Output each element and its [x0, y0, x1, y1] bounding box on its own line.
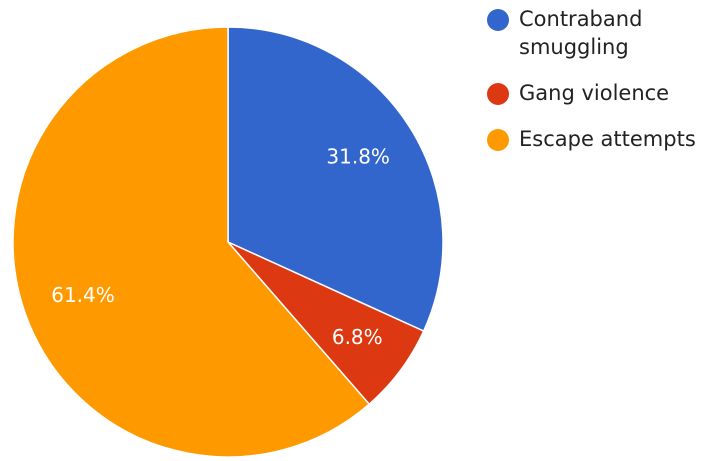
- pie-slice-escape-attempts: [12, 26, 371, 458]
- legend-label: Gang violence: [519, 81, 669, 105]
- legend-marker-icon: [487, 9, 509, 31]
- pie-slice-labels: 31.8% 6.8% 61.4%: [51, 145, 390, 349]
- legend-item-escape-attempts: Escape attempts: [487, 127, 696, 151]
- legend-marker-icon: [487, 83, 509, 105]
- pie-slices: [12, 26, 444, 458]
- pie-slice-contraband-smuggling: [227, 26, 444, 333]
- legend-item-contraband-smuggling: Contraband smuggling: [487, 7, 642, 59]
- legend-item-gang-violence: Gang violence: [487, 81, 669, 105]
- legend: Contraband smuggling Gang violence Escape a…: [487, 7, 696, 151]
- slice-label-gang-violence: 6.8%: [332, 325, 383, 349]
- slice-label-contraband-smuggling: 31.8%: [326, 145, 390, 169]
- slice-label-escape-attempts: 61.4%: [51, 283, 115, 307]
- legend-marker-icon: [487, 129, 509, 151]
- legend-label: Escape attempts: [519, 127, 696, 151]
- legend-label: Contraband smuggling: [519, 7, 642, 59]
